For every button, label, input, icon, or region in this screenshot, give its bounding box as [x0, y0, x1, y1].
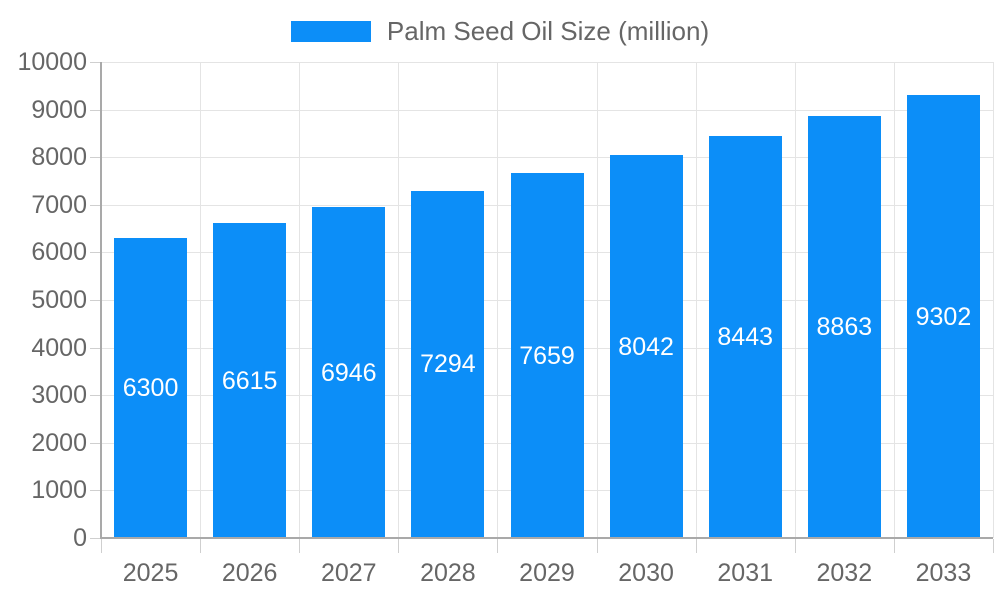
- bar-value-label: 8863: [816, 313, 873, 342]
- bar-value-label: 9302: [915, 302, 972, 331]
- bar-2025: [114, 238, 188, 538]
- x-axis-line: [100, 537, 993, 539]
- y-tick-mark: [90, 252, 100, 254]
- x-tick-label: 2033: [915, 559, 972, 587]
- gridline-vertical: [497, 62, 499, 538]
- bar-2031: [708, 136, 782, 538]
- y-tick-mark: [90, 157, 100, 159]
- x-tick-label: 2027: [320, 559, 377, 587]
- y-tick-label: 5000: [31, 286, 87, 314]
- y-tick-label: 0: [73, 524, 87, 552]
- y-tick-mark: [90, 538, 100, 539]
- x-tick-mark: [299, 539, 301, 553]
- y-tick-label: 8000: [31, 143, 87, 172]
- gridline-vertical: [398, 62, 400, 538]
- y-tick-label: 2000: [31, 428, 87, 457]
- x-tick-label: 2032: [816, 559, 873, 587]
- y-tick-label: 4000: [31, 333, 87, 362]
- bar-value-label: 8443: [717, 323, 774, 352]
- y-tick-label: 3000: [31, 381, 87, 410]
- y-tick-label: 7000: [31, 190, 87, 219]
- y-tick-mark: [90, 62, 100, 63]
- gridline-vertical: [794, 62, 796, 538]
- gridline-horizontal: [101, 62, 993, 63]
- y-tick-label: 9000: [31, 95, 87, 124]
- bar-2028: [411, 190, 485, 538]
- gridline-vertical: [200, 62, 202, 538]
- bar-value-label: 8042: [618, 332, 674, 361]
- x-tick-label: 2025: [122, 559, 179, 587]
- gridline-vertical: [893, 62, 895, 538]
- gridline-horizontal: [101, 109, 993, 111]
- bar-2033: [906, 95, 980, 538]
- x-tick-mark: [200, 539, 202, 553]
- legend: Palm Seed Oil Size (million): [0, 16, 1000, 47]
- bar-2032: [807, 116, 881, 538]
- y-tick-mark: [90, 442, 100, 444]
- x-tick-label: 2030: [618, 559, 674, 587]
- bar-2027: [312, 207, 386, 538]
- bar-2030: [609, 155, 683, 538]
- x-tick-mark: [695, 539, 697, 553]
- y-tick-mark: [90, 490, 100, 492]
- gridline-vertical: [596, 62, 598, 538]
- x-tick-mark: [596, 539, 598, 553]
- x-tick-mark: [993, 539, 994, 553]
- bar-value-label: 6300: [122, 374, 179, 403]
- x-tick-mark: [893, 539, 895, 553]
- bar-2026: [213, 223, 287, 538]
- x-tick-mark: [398, 539, 400, 553]
- x-tick-label: 2031: [717, 559, 774, 587]
- y-tick-label: 10000: [17, 48, 87, 76]
- y-tick-mark: [90, 109, 100, 111]
- legend-item[interactable]: Palm Seed Oil Size (million): [290, 16, 710, 47]
- x-tick-mark: [794, 539, 796, 553]
- gridline-horizontal: [101, 157, 993, 159]
- y-axis-line: [100, 62, 102, 538]
- x-tick-mark: [101, 539, 102, 553]
- y-tick-mark: [90, 395, 100, 397]
- x-tick-label: 2028: [420, 559, 476, 587]
- bar-value-label: 7294: [420, 350, 476, 379]
- x-tick-mark: [497, 539, 499, 553]
- y-tick-mark: [90, 300, 100, 301]
- legend-label: Palm Seed Oil Size (million): [386, 16, 710, 46]
- bar-value-label: 6615: [221, 366, 278, 395]
- plot-area: 6300 6615 6946 7294 7659 8042 8443 8863 9302: [100, 62, 994, 539]
- gridline-vertical: [695, 62, 697, 538]
- y-tick-label: 1000: [31, 476, 87, 505]
- legend-swatch: [290, 21, 371, 42]
- bar-value-label: 6946: [320, 358, 377, 387]
- y-tick-label: 6000: [31, 238, 87, 267]
- y-tick-mark: [90, 347, 100, 349]
- y-tick-mark: [90, 204, 100, 206]
- gridline-vertical: [993, 62, 994, 538]
- x-tick-label: 2029: [519, 559, 575, 587]
- bar-2029: [510, 173, 584, 538]
- gridline-vertical: [299, 62, 301, 538]
- bar-value-label: 7659: [519, 341, 575, 370]
- x-tick-label: 2026: [221, 559, 278, 587]
